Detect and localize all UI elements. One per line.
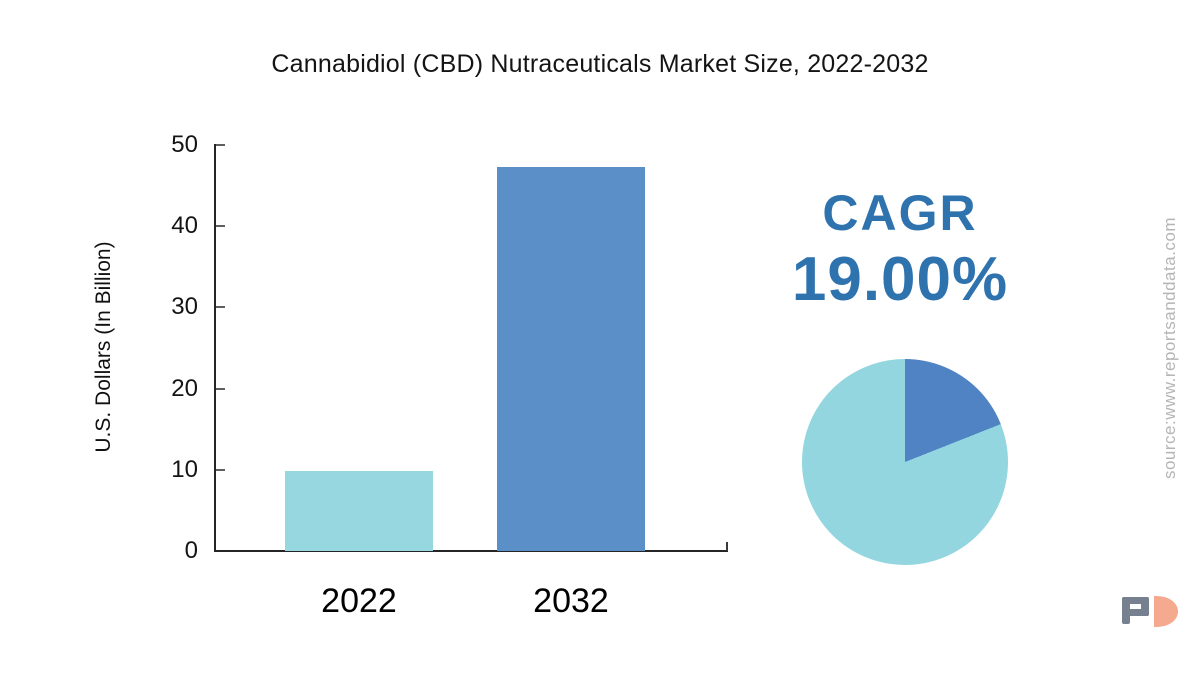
y-tick-label-40: 40: [171, 212, 198, 240]
bar-2032: [497, 166, 645, 551]
y-tick-mark-50: [216, 144, 225, 146]
x-axis-end-tick: [726, 542, 728, 551]
y-tick-label-30: 30: [171, 293, 198, 321]
y-tick-label-0: 0: [184, 537, 198, 564]
source-watermark: source:www.reportsanddata.com: [1160, 216, 1179, 480]
cagr-label: CAGR: [822, 185, 978, 241]
pie-chart: [802, 359, 1008, 565]
y-tick-label-20: 20: [171, 374, 198, 402]
brand-logo: [1122, 596, 1178, 627]
logo-letter-d: [1154, 596, 1178, 627]
y-tick-label-50: 50: [171, 131, 198, 158]
y-tick-mark-40: [216, 225, 225, 228]
cagr-block: CAGR 19.00%: [760, 186, 1040, 314]
x-tick-label-2032: 2032: [533, 582, 609, 620]
y-tick-mark-30: [216, 306, 225, 309]
x-tick-label-2022: 2022: [321, 582, 397, 620]
y-tick-mark-20: [216, 387, 225, 390]
y-axis-label: U.S. Dollars (In Billion): [92, 241, 115, 453]
logo-letter-r: [1122, 597, 1149, 624]
y-tick-mark-10: [216, 468, 225, 471]
y-tick-label-10: 10: [171, 455, 198, 483]
x-axis-line: [214, 550, 728, 552]
bar-2022: [285, 471, 433, 551]
y-axis-line: [214, 144, 216, 552]
cagr-value: 19.00%: [791, 245, 1009, 314]
chart-title: Cannabidiol (CBD) Nutraceuticals Market …: [271, 50, 929, 78]
